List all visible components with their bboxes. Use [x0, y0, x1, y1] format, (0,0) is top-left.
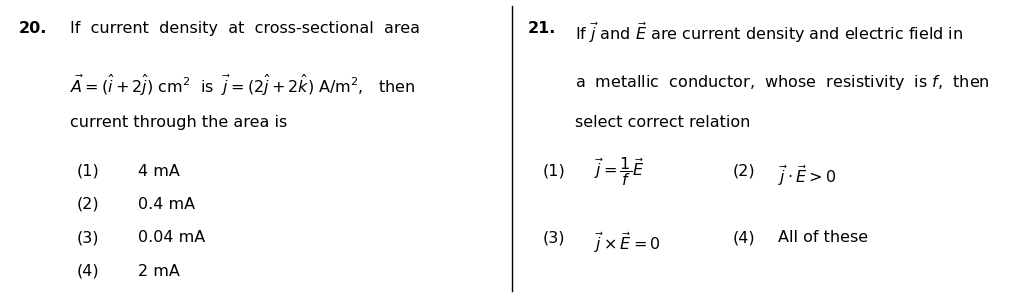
Text: (2): (2): [77, 197, 99, 212]
Text: select correct relation: select correct relation: [575, 115, 751, 130]
Text: (1): (1): [77, 164, 99, 179]
Text: 4 mA: 4 mA: [138, 164, 180, 179]
Text: If $\vec{j}$ and $\vec{E}$ are current density and electric field in: If $\vec{j}$ and $\vec{E}$ are current d…: [575, 21, 964, 45]
Text: 0.04 mA: 0.04 mA: [138, 230, 206, 245]
Text: All of these: All of these: [778, 230, 868, 245]
Text: (1): (1): [543, 164, 565, 179]
Text: (4): (4): [732, 230, 755, 245]
Text: current through the area is: current through the area is: [70, 115, 287, 130]
Text: (4): (4): [77, 264, 99, 279]
Text: $\vec{j} \cdot \vec{E} > 0$: $\vec{j} \cdot \vec{E} > 0$: [778, 164, 837, 188]
Text: 20.: 20.: [18, 21, 47, 36]
Text: (3): (3): [543, 230, 565, 245]
Text: If  current  density  at  cross-sectional  area: If current density at cross-sectional ar…: [70, 21, 420, 36]
Text: $\vec{A} = (\hat{i} + 2\hat{j})$ cm$^2$  is  $\vec{j} = (2\hat{j} + 2\hat{k})$ A: $\vec{A} = (\hat{i} + 2\hat{j})$ cm$^2$ …: [70, 73, 415, 98]
Text: $\vec{j} = \dfrac{1}{f}\vec{E}$: $\vec{j} = \dfrac{1}{f}\vec{E}$: [594, 155, 644, 188]
Text: (3): (3): [77, 230, 99, 245]
Text: (2): (2): [732, 164, 755, 179]
Text: 2 mA: 2 mA: [138, 264, 180, 279]
Text: $\vec{j} \times \vec{E} = 0$: $\vec{j} \times \vec{E} = 0$: [594, 230, 660, 255]
Text: 0.4 mA: 0.4 mA: [138, 197, 196, 212]
Text: 21.: 21.: [527, 21, 556, 36]
Text: a  metallic  conductor,  whose  resistivity  is $f$,  then: a metallic conductor, whose resistivity …: [575, 73, 990, 92]
